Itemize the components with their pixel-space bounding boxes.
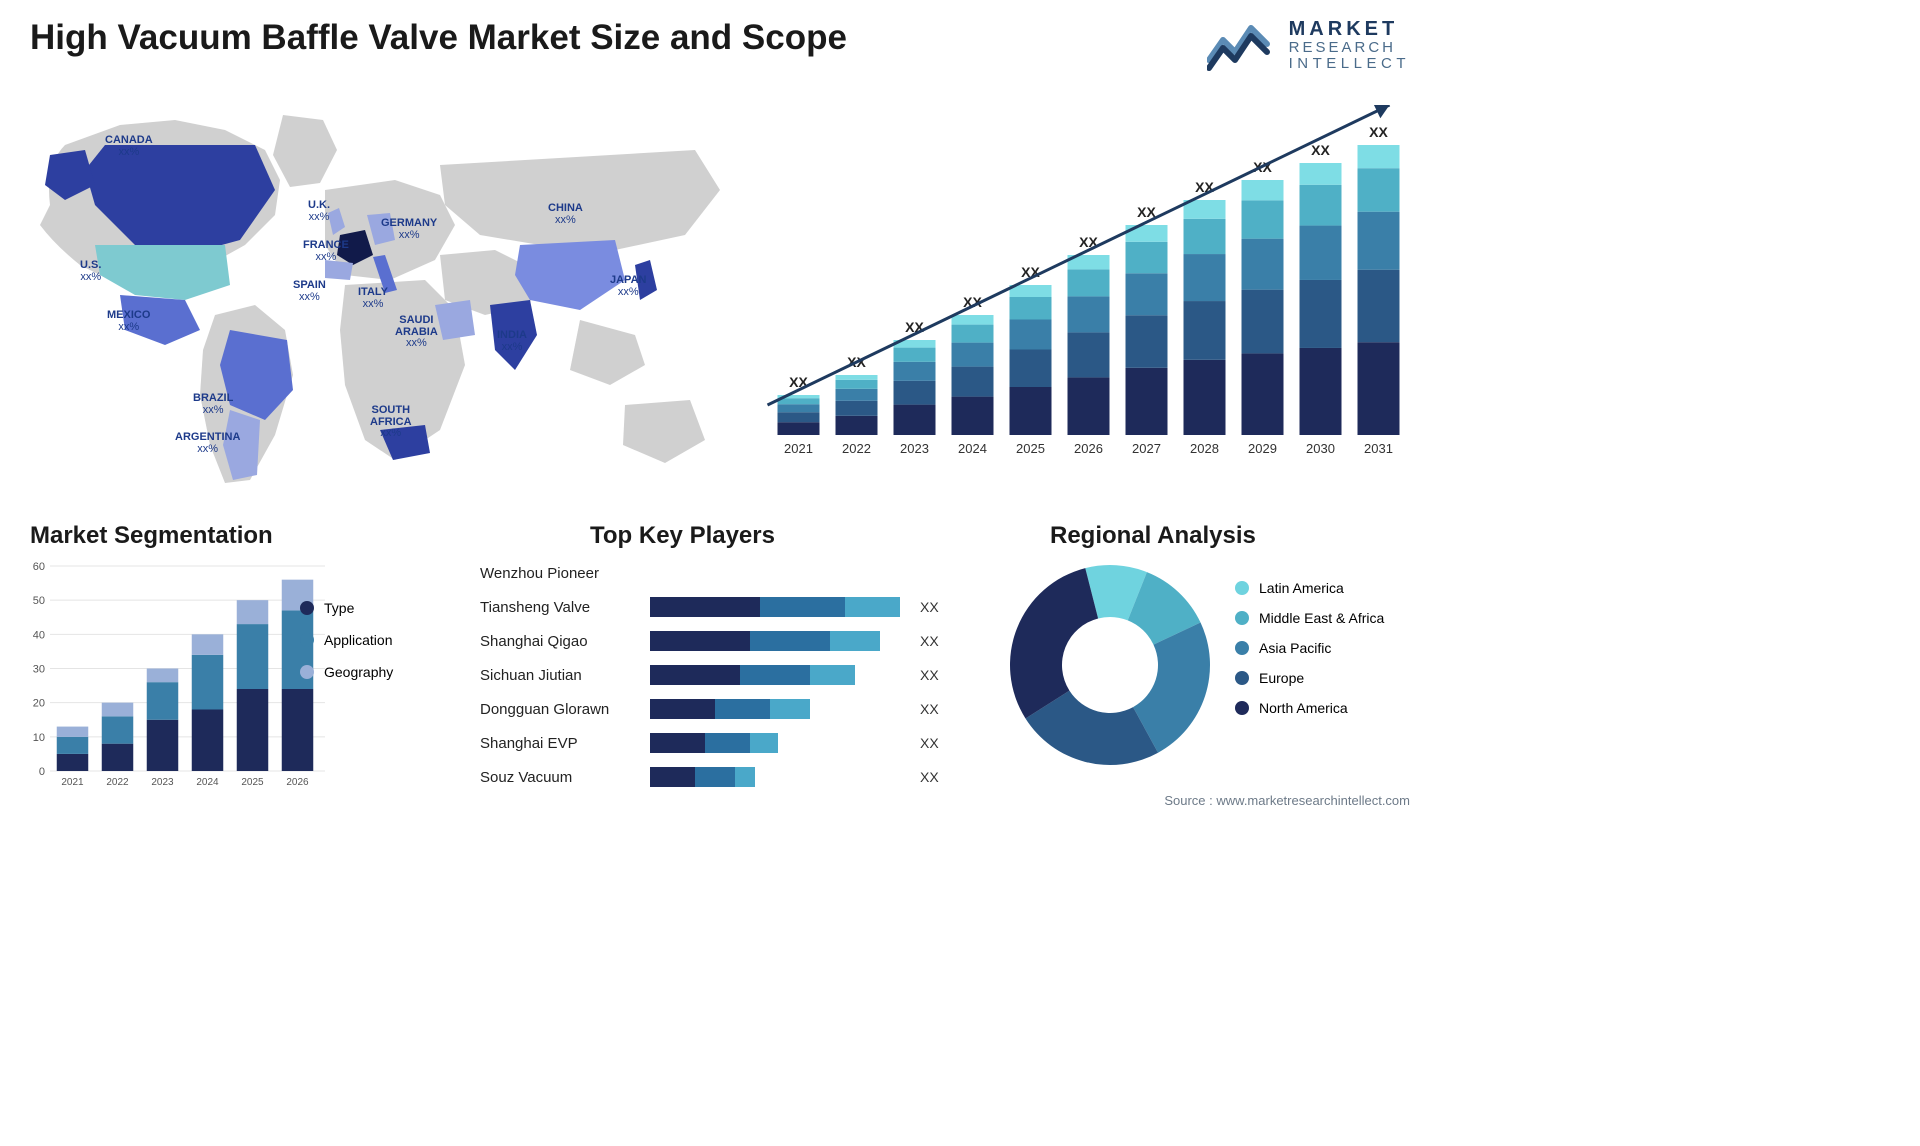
player-row: Souz VacuumXX bbox=[480, 762, 960, 792]
svg-text:2031: 2031 bbox=[1364, 441, 1393, 456]
svg-text:2022: 2022 bbox=[842, 441, 871, 456]
map-label-canada: CANADAxx% bbox=[105, 135, 153, 158]
brand-line1: MARKET bbox=[1289, 19, 1410, 40]
map-label-u-k-: U.K.xx% bbox=[308, 200, 330, 223]
svg-text:XX: XX bbox=[1311, 142, 1330, 158]
region-legend-europe: Europe bbox=[1235, 670, 1384, 686]
players-title: Top Key Players bbox=[590, 522, 775, 550]
svg-text:2023: 2023 bbox=[151, 777, 174, 788]
regional-donut-chart bbox=[1005, 560, 1215, 770]
player-name: Souz Vacuum bbox=[480, 769, 650, 786]
player-row: Sichuan JiutianXX bbox=[480, 660, 960, 690]
player-name: Shanghai EVP bbox=[480, 735, 650, 752]
player-row: Dongguan GlorawnXX bbox=[480, 694, 960, 724]
region-legend-north-america: North America bbox=[1235, 700, 1384, 716]
map-label-argentina: ARGENTINAxx% bbox=[175, 432, 240, 455]
svg-text:2030: 2030 bbox=[1306, 441, 1335, 456]
brand-line2: RESEARCH bbox=[1289, 40, 1410, 56]
regional-legend: Latin America Middle East & Africa Asia Pa… bbox=[1235, 580, 1384, 730]
segmentation-title: Market Segmentation bbox=[30, 522, 273, 550]
region-legend-middle-east-africa: Middle East & Africa bbox=[1235, 610, 1384, 626]
map-label-mexico: MEXICOxx% bbox=[107, 310, 150, 333]
svg-text:2026: 2026 bbox=[286, 777, 309, 788]
svg-text:2024: 2024 bbox=[196, 777, 219, 788]
map-label-italy: ITALYxx% bbox=[358, 287, 388, 310]
svg-text:50: 50 bbox=[33, 595, 45, 607]
seg-legend-application: Application bbox=[300, 632, 393, 648]
svg-text:2024: 2024 bbox=[958, 441, 987, 456]
svg-text:2029: 2029 bbox=[1248, 441, 1277, 456]
svg-text:2021: 2021 bbox=[784, 441, 813, 456]
player-name: Sichuan Jiutian bbox=[480, 667, 650, 684]
player-row: Shanghai EVPXX bbox=[480, 728, 960, 758]
region-legend-latin-america: Latin America bbox=[1235, 580, 1384, 596]
svg-text:2025: 2025 bbox=[1016, 441, 1045, 456]
svg-text:2023: 2023 bbox=[900, 441, 929, 456]
svg-text:XX: XX bbox=[1369, 124, 1388, 140]
regional-title: Regional Analysis bbox=[1050, 522, 1256, 550]
svg-text:2026: 2026 bbox=[1074, 441, 1103, 456]
svg-text:2028: 2028 bbox=[1190, 441, 1219, 456]
svg-text:20: 20 bbox=[33, 698, 45, 710]
player-name: Wenzhou Pioneer bbox=[480, 565, 650, 582]
map-label-spain: SPAINxx% bbox=[293, 280, 326, 303]
svg-text:40: 40 bbox=[33, 629, 45, 641]
brand-mark-icon bbox=[1207, 18, 1277, 72]
player-name: Shanghai Qigao bbox=[480, 633, 650, 650]
page-title: High Vacuum Baffle Valve Market Size and… bbox=[30, 18, 847, 58]
svg-text:2022: 2022 bbox=[106, 777, 129, 788]
brand-logo: MARKET RESEARCH INTELLECT bbox=[1207, 18, 1410, 72]
source-line: Source : www.marketresearchintellect.com bbox=[1164, 793, 1410, 808]
segmentation-legend: Type Application Geography bbox=[300, 600, 393, 696]
map-label-china: CHINAxx% bbox=[548, 203, 583, 226]
map-label-japan: JAPANxx% bbox=[610, 275, 646, 298]
player-name: Tiansheng Valve bbox=[480, 599, 650, 616]
svg-text:60: 60 bbox=[33, 561, 45, 573]
map-label-saudi-arabia: SAUDIARABIAxx% bbox=[395, 315, 438, 350]
player-row: Tiansheng ValveXX bbox=[480, 592, 960, 622]
brand-line3: INTELLECT bbox=[1289, 56, 1410, 72]
player-name: Dongguan Glorawn bbox=[480, 701, 650, 718]
seg-legend-geography: Geography bbox=[300, 664, 393, 680]
seg-legend-type: Type bbox=[300, 600, 393, 616]
map-label-u-s-: U.S.xx% bbox=[80, 260, 101, 283]
svg-text:0: 0 bbox=[39, 766, 45, 778]
map-label-france: FRANCExx% bbox=[303, 240, 349, 263]
player-row: Shanghai QigaoXX bbox=[480, 626, 960, 656]
market-size-bar-chart: XX2021XX2022XX2023XX2024XX2025XX2026XX20… bbox=[755, 105, 1410, 465]
svg-text:30: 30 bbox=[33, 664, 45, 676]
key-players-chart: Wenzhou Pioneer Tiansheng ValveXX Shanghai… bbox=[480, 558, 960, 796]
segmentation-chart: 0 10 20 30 40 50 60 2021 2022 2023 2024 2025 2026 bbox=[20, 558, 330, 793]
map-label-brazil: BRAZILxx% bbox=[193, 393, 233, 416]
map-label-india: INDIAxx% bbox=[497, 330, 527, 353]
region-legend-asia-pacific: Asia Pacific bbox=[1235, 640, 1384, 656]
svg-text:10: 10 bbox=[33, 732, 45, 744]
svg-text:2025: 2025 bbox=[241, 777, 264, 788]
svg-text:2027: 2027 bbox=[1132, 441, 1161, 456]
map-label-south-africa: SOUTHAFRICAxx% bbox=[370, 405, 412, 440]
map-label-germany: GERMANYxx% bbox=[381, 218, 437, 241]
svg-text:2021: 2021 bbox=[61, 777, 84, 788]
player-row: Wenzhou Pioneer bbox=[480, 558, 960, 588]
